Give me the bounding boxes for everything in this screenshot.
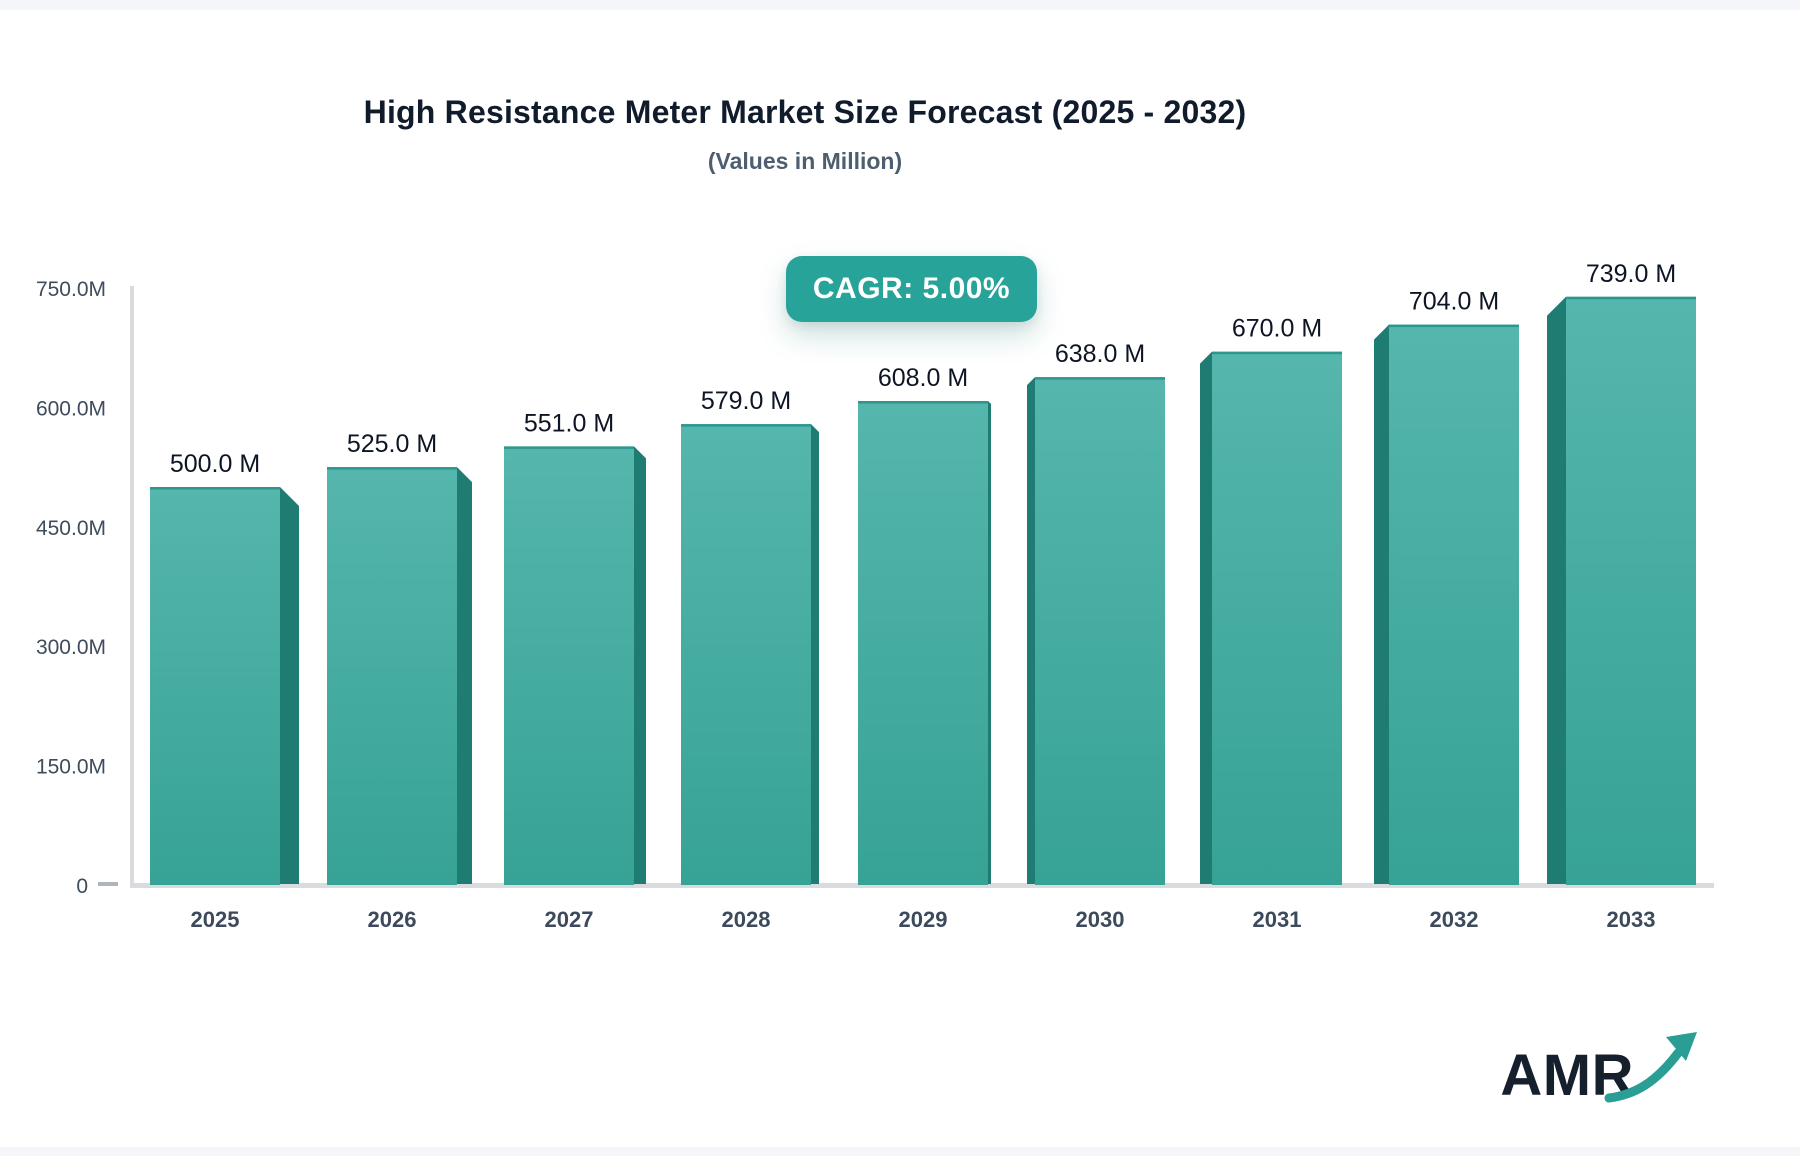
bar-top-edge bbox=[1035, 377, 1165, 380]
y-tick-label: 750.0M bbox=[36, 278, 106, 301]
bar-side-3d bbox=[1547, 296, 1566, 885]
y-axis-zero-tick bbox=[98, 882, 118, 886]
bar-value-label: 551.0 M bbox=[524, 409, 614, 437]
y-tick-label: 450.0M bbox=[36, 517, 106, 540]
amr-logo: AMR bbox=[1500, 1032, 1704, 1116]
x-category-label: 2030 bbox=[1076, 907, 1125, 932]
logo-arrow-icon bbox=[1604, 1032, 1697, 1103]
bar bbox=[150, 487, 280, 885]
chart-subtitle: (Values in Million) bbox=[707, 148, 903, 174]
bar-top-edge bbox=[1389, 324, 1519, 328]
bar bbox=[1566, 296, 1696, 886]
chart-title: High Resistance Meter Market Size Foreca… bbox=[363, 94, 1247, 130]
y-tick-label: 0 bbox=[76, 875, 88, 898]
cagr-label: CAGR: 5.00% bbox=[812, 272, 1011, 305]
bar-value-label: 608.0 M bbox=[878, 364, 968, 392]
bar bbox=[858, 401, 988, 885]
bar-side-3d bbox=[1027, 377, 1035, 884]
bar-top-edge bbox=[504, 446, 634, 449]
x-category-label: 2025 bbox=[191, 907, 240, 932]
y-tick-label: 150.0M bbox=[36, 756, 106, 779]
bar-top-edge bbox=[858, 401, 988, 404]
bar-value-label: 638.0 M bbox=[1055, 340, 1145, 368]
bar-side-3d bbox=[634, 446, 646, 884]
x-category-label: 2028 bbox=[722, 907, 771, 932]
y-tick-label: 600.0M bbox=[36, 397, 106, 420]
bar bbox=[1389, 324, 1519, 886]
bar-side-3d bbox=[457, 467, 472, 884]
bar-side-3d bbox=[1200, 351, 1212, 884]
x-category-label: 2032 bbox=[1430, 907, 1479, 932]
bar bbox=[681, 424, 811, 885]
bar-top-edge bbox=[150, 487, 280, 490]
bar bbox=[1035, 377, 1165, 885]
bar-top-edge bbox=[681, 424, 811, 427]
y-tick-label: 300.0M bbox=[36, 636, 106, 659]
bar bbox=[1212, 351, 1342, 885]
bar-top-edge bbox=[327, 467, 457, 470]
bar-value-label: 500.0 M bbox=[170, 450, 260, 478]
x-category-label: 2026 bbox=[368, 907, 417, 932]
bar-side-3d bbox=[1374, 324, 1389, 885]
page-edge-bottom bbox=[0, 1147, 1800, 1156]
x-category-label: 2027 bbox=[545, 907, 594, 932]
x-category-label: 2029 bbox=[899, 907, 948, 932]
bar-side-3d bbox=[280, 487, 299, 884]
bar-value-label: 739.0 M bbox=[1586, 260, 1676, 288]
cagr-badge: CAGR: 5.00% bbox=[786, 256, 1037, 322]
bar-value-label: 704.0 M bbox=[1409, 288, 1499, 316]
bar-side-3d bbox=[811, 424, 819, 884]
bar bbox=[504, 446, 634, 885]
bar-value-label: 579.0 M bbox=[701, 387, 791, 415]
bar-top-edge bbox=[1212, 351, 1342, 355]
x-category-label: 2033 bbox=[1607, 907, 1656, 932]
page-edge-top bbox=[0, 0, 1800, 10]
bar-top-edge bbox=[1566, 296, 1696, 300]
y-axis-line bbox=[130, 286, 134, 885]
x-category-label: 2031 bbox=[1253, 907, 1302, 932]
x-axis-line bbox=[130, 883, 1714, 888]
bar-value-label: 525.0 M bbox=[347, 430, 437, 458]
bar-value-label: 670.0 M bbox=[1232, 315, 1322, 343]
bar bbox=[327, 467, 457, 885]
bar-side-3d bbox=[988, 401, 991, 884]
